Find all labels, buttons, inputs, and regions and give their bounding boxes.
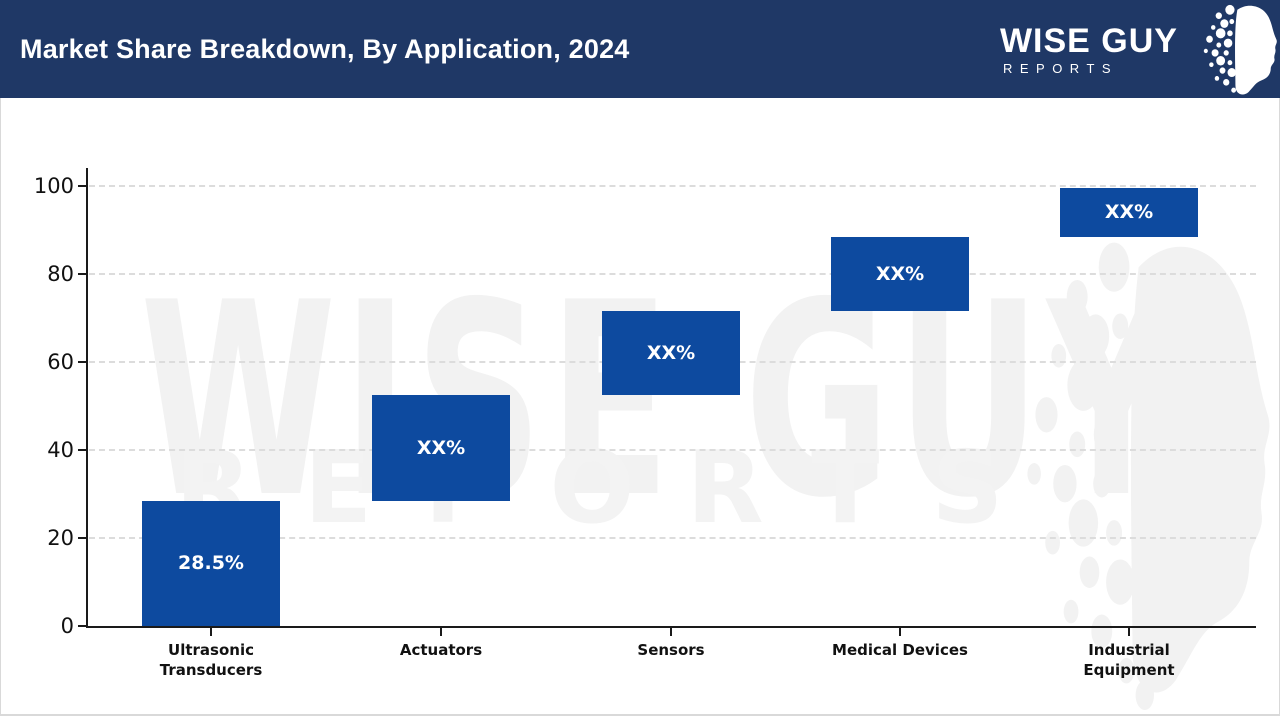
y-tick-60: [78, 361, 88, 363]
x-category-label-1: Ultrasonic Transducers: [159, 641, 263, 679]
x-axis-line: [86, 626, 1256, 628]
gridline-40: [89, 449, 1256, 451]
bar-segment-1: [142, 500, 280, 626]
y-tick-40: [78, 449, 88, 451]
x-category-label-4: Medical Devices: [832, 641, 968, 659]
logo-reports-label: REPORTS: [1002, 61, 1119, 76]
x-tick-2: [440, 628, 442, 636]
bar-segment-4: [831, 236, 969, 312]
bar-value-label-3: XX%: [646, 342, 696, 365]
gridline-20: [89, 537, 1256, 539]
y-axis-line: [86, 168, 88, 628]
y-tick-0: [78, 625, 88, 627]
wiseguy-logo-text: WISE GUY REPORTS: [1000, 24, 1178, 76]
y-tick-100: [78, 185, 88, 187]
x-tick-5: [1128, 628, 1130, 636]
bar-segment-5: [1060, 188, 1198, 237]
bar-value-label-1: 28.5%: [178, 552, 244, 575]
watermark-reports-text: REPORTS: [175, 429, 1056, 546]
logo-wiseguy-label: WISE GUY: [999, 22, 1178, 60]
frame-bottom-border: [0, 714, 1280, 716]
frame-left-border: [0, 98, 1, 716]
y-tick-80: [78, 273, 88, 275]
y-tick-label-100: 100: [33, 174, 74, 198]
header-bar: Market Share Breakdown, By Application, …: [0, 0, 1280, 98]
bar-value-label-2: XX%: [416, 436, 466, 459]
chart-title: Market Share Breakdown, By Application, …: [20, 34, 630, 64]
y-tick-label-0: 0: [60, 614, 74, 638]
bar-segment-2: [372, 395, 510, 501]
y-tick-label-20: 20: [47, 526, 74, 550]
bar-segment-3: [602, 311, 740, 395]
x-category-label-2: Actuators: [399, 641, 483, 659]
x-tick-4: [899, 628, 901, 636]
x-tick-3: [670, 628, 672, 636]
wiseguy-logo: WISE GUY REPORTS: [1000, 0, 1280, 98]
x-category-label-5: Industrial Equipment: [1083, 641, 1175, 679]
y-tick-label-80: 80: [47, 262, 74, 286]
y-tick-label-60: 60: [47, 350, 74, 374]
watermark-head-graphic: [1027, 242, 1270, 710]
gridline-80: [89, 273, 1256, 275]
y-tick-20: [78, 537, 88, 539]
x-category-label-3: Sensors: [637, 641, 705, 659]
bar-value-label-4: XX%: [875, 263, 925, 285]
x-tick-1: [210, 628, 212, 636]
wiseguy-head-icon: [1203, 4, 1277, 95]
bar-value-label-5: XX%: [1104, 201, 1154, 224]
gridline-100: [89, 185, 1256, 187]
y-tick-label-40: 40: [47, 438, 74, 462]
